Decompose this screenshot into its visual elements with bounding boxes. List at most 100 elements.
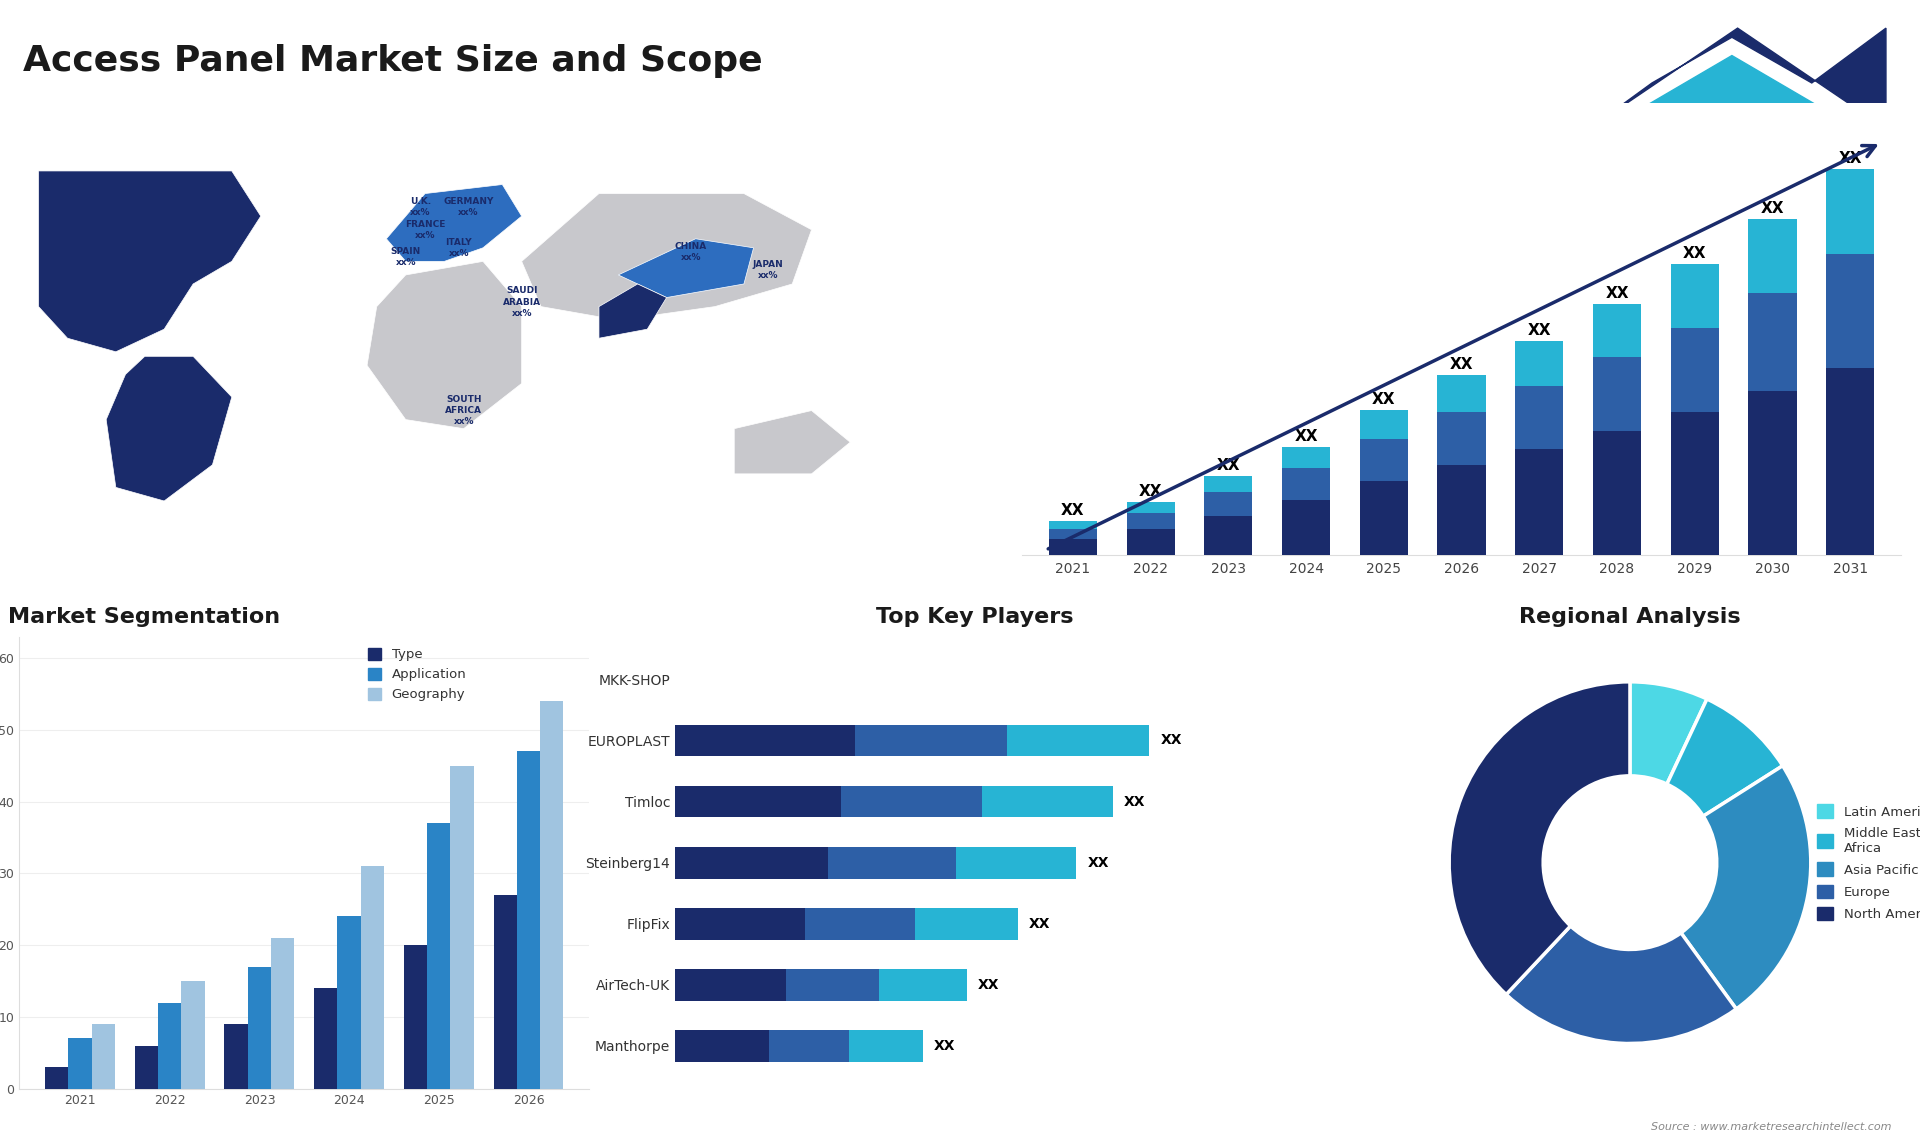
- Text: XX: XX: [1450, 358, 1473, 372]
- Text: CANADA
xx%: CANADA xx%: [113, 197, 157, 218]
- Bar: [676, 786, 841, 817]
- Bar: [828, 847, 956, 879]
- Bar: [1594, 356, 1642, 431]
- Bar: [1438, 465, 1486, 555]
- Text: XX: XX: [1139, 484, 1162, 500]
- Polygon shape: [38, 171, 261, 352]
- Polygon shape: [1601, 55, 1862, 132]
- Text: XX: XX: [1761, 202, 1784, 217]
- Text: XX: XX: [1123, 794, 1146, 809]
- Bar: [134, 1045, 157, 1089]
- Text: XX: XX: [935, 1039, 956, 1053]
- Text: Market Segmentation: Market Segmentation: [8, 606, 280, 627]
- Text: XX: XX: [1528, 323, 1551, 338]
- Bar: [248, 967, 271, 1089]
- Bar: [676, 724, 854, 756]
- Text: XX: XX: [1029, 917, 1050, 931]
- Bar: [981, 786, 1114, 817]
- Bar: [338, 917, 361, 1089]
- Polygon shape: [733, 410, 851, 473]
- Bar: [1670, 328, 1718, 413]
- Bar: [1515, 386, 1563, 449]
- Bar: [1048, 540, 1096, 555]
- Wedge shape: [1667, 699, 1782, 816]
- Text: MEXICO
xx%: MEXICO xx%: [106, 319, 146, 339]
- Bar: [225, 1025, 248, 1089]
- Text: CHINA
xx%: CHINA xx%: [674, 242, 707, 262]
- Bar: [92, 1025, 115, 1089]
- Bar: [271, 939, 294, 1089]
- Bar: [1826, 368, 1874, 555]
- Bar: [1749, 220, 1797, 293]
- Text: ARGENTINA
xx%: ARGENTINA xx%: [125, 455, 184, 474]
- Bar: [1594, 431, 1642, 555]
- Legend: Type, Application, Geography: Type, Application, Geography: [369, 647, 467, 701]
- Bar: [1749, 293, 1797, 391]
- Bar: [1438, 413, 1486, 465]
- Text: FRANCE
xx%: FRANCE xx%: [405, 220, 445, 240]
- Bar: [315, 988, 338, 1089]
- Bar: [1048, 521, 1096, 528]
- Bar: [1008, 724, 1150, 756]
- Bar: [1283, 447, 1331, 468]
- Legend: Latin America, Middle East &
Africa, Asia Pacific, Europe, North America: Latin America, Middle East & Africa, Asi…: [1818, 804, 1920, 921]
- Bar: [44, 1067, 69, 1089]
- Text: U.K.
xx%: U.K. xx%: [409, 197, 430, 218]
- Text: XX: XX: [1160, 733, 1183, 747]
- Bar: [676, 970, 785, 1000]
- Text: XX: XX: [1294, 429, 1317, 444]
- Bar: [361, 866, 384, 1089]
- Bar: [676, 847, 828, 879]
- Bar: [516, 752, 540, 1089]
- Bar: [785, 970, 879, 1000]
- Text: XX: XX: [1684, 246, 1707, 261]
- Text: ITALY
xx%: ITALY xx%: [445, 237, 472, 258]
- Text: SAUDI
ARABIA
xx%: SAUDI ARABIA xx%: [503, 286, 541, 317]
- Text: XX: XX: [1839, 151, 1862, 166]
- Text: U.S.
xx%: U.S. xx%: [96, 260, 117, 281]
- Text: GERMANY
xx%: GERMANY xx%: [444, 197, 493, 218]
- Title: Top Key Players: Top Key Players: [876, 606, 1073, 627]
- Polygon shape: [1590, 29, 1885, 128]
- Text: SOUTH
AFRICA
xx%: SOUTH AFRICA xx%: [445, 395, 482, 426]
- Bar: [1438, 376, 1486, 413]
- Bar: [1283, 500, 1331, 555]
- Text: XX: XX: [1062, 503, 1085, 518]
- Bar: [1359, 481, 1407, 555]
- Bar: [540, 701, 563, 1089]
- Bar: [1670, 413, 1718, 555]
- Bar: [1359, 439, 1407, 481]
- Bar: [180, 981, 205, 1089]
- Bar: [1826, 253, 1874, 368]
- Wedge shape: [1505, 926, 1736, 1044]
- Text: XX: XX: [977, 978, 1000, 991]
- Text: BRAZIL
xx%: BRAZIL xx%: [165, 397, 202, 416]
- Bar: [1283, 468, 1331, 500]
- Bar: [879, 970, 968, 1000]
- Polygon shape: [106, 356, 232, 501]
- Bar: [676, 1030, 770, 1062]
- Polygon shape: [367, 261, 522, 429]
- Bar: [1204, 476, 1252, 492]
- Bar: [1127, 513, 1175, 528]
- Text: XX: XX: [1217, 457, 1240, 473]
- Bar: [69, 1038, 92, 1089]
- Bar: [403, 945, 426, 1089]
- Bar: [854, 724, 1008, 756]
- Text: XX: XX: [1087, 856, 1110, 870]
- Wedge shape: [1450, 682, 1630, 995]
- Bar: [1594, 304, 1642, 356]
- Bar: [1515, 342, 1563, 386]
- Bar: [956, 847, 1077, 879]
- Bar: [841, 786, 981, 817]
- Bar: [451, 766, 474, 1089]
- Bar: [849, 1030, 924, 1062]
- Bar: [426, 823, 451, 1089]
- Wedge shape: [1682, 766, 1811, 1008]
- Title: Regional Analysis: Regional Analysis: [1519, 606, 1741, 627]
- Bar: [1670, 265, 1718, 328]
- Bar: [770, 1030, 849, 1062]
- Text: JAPAN
xx%: JAPAN xx%: [753, 260, 783, 281]
- Bar: [1359, 410, 1407, 439]
- Text: SPAIN
xx%: SPAIN xx%: [390, 246, 420, 267]
